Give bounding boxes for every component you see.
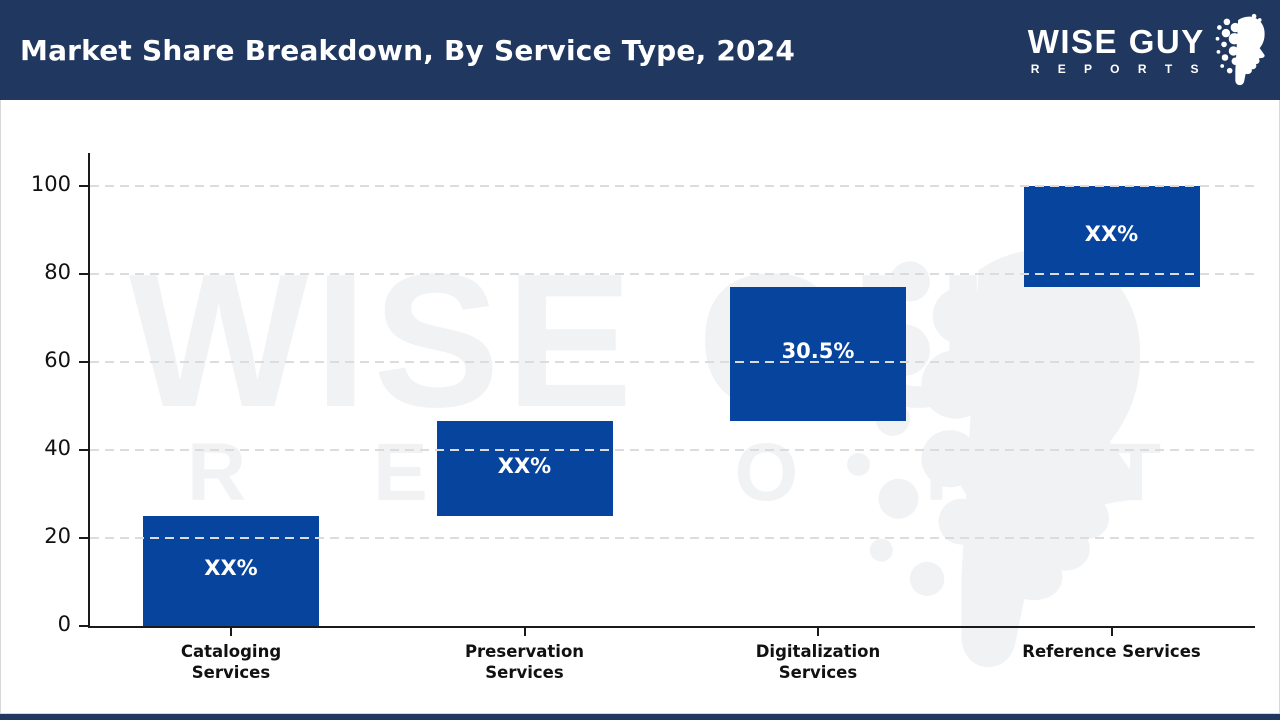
brand-name: WISE GUY xyxy=(1027,22,1205,60)
x-category-label-4: Reference Services xyxy=(982,641,1242,662)
x-category-label-1: Cataloging Services xyxy=(101,641,361,683)
gridline-100 xyxy=(90,185,1255,187)
x-category-label-line: Services xyxy=(191,663,271,682)
header: Market Share Breakdown, By Service Type,… xyxy=(0,0,1280,100)
bar-value-label-2: XX% xyxy=(497,453,552,478)
gridline-40 xyxy=(90,449,1255,451)
x-category-label-line: Cataloging xyxy=(180,642,282,661)
chart-canvas: WISE GU R E P O R T S 0 20 40 60 80 100 XX% Cat… xyxy=(0,100,1280,714)
x-category-label-line: Services xyxy=(485,663,564,682)
y-tick-label-100: 100 xyxy=(30,172,71,196)
gridline-80 xyxy=(90,273,1255,275)
x-tick-3 xyxy=(817,628,819,636)
y-tick-20 xyxy=(79,537,88,539)
y-tick-80 xyxy=(79,273,88,275)
brand-logo: WISE GUY R E P O R T S xyxy=(1028,11,1270,89)
y-tick-label-20: 20 xyxy=(44,524,71,548)
x-category-label-line: Digitalization xyxy=(755,642,881,661)
x-category-label-3: Digitalization Services xyxy=(688,641,948,683)
footer-bar xyxy=(0,714,1280,720)
y-tick-60 xyxy=(79,361,88,363)
x-tick-1 xyxy=(230,628,232,636)
wiseguy-head-icon xyxy=(1215,13,1265,86)
y-tick-label-40: 40 xyxy=(44,436,71,460)
bar-4 xyxy=(1023,186,1200,288)
x-category-label-line: Services xyxy=(778,663,858,682)
y-tick-40 xyxy=(79,449,88,451)
x-tick-4 xyxy=(1110,628,1113,636)
x-axis xyxy=(88,626,1255,628)
plot-area: 0 20 40 60 80 100 XX% Cataloging Services XX% Pres… xyxy=(1,100,1279,713)
y-tick-label-0: 0 xyxy=(57,612,71,636)
y-tick-label-60: 60 xyxy=(44,348,71,372)
bar-value-label-3: 30.5% xyxy=(781,339,855,364)
gridline-20 xyxy=(90,537,1255,539)
page-title: Market Share Breakdown, By Service Type,… xyxy=(20,33,796,67)
bar-3 xyxy=(730,287,906,422)
x-category-label-line: Preservation xyxy=(464,642,585,661)
y-tick-100 xyxy=(79,185,88,187)
bar-value-label-4: XX% xyxy=(1084,221,1139,246)
gridline-60 xyxy=(90,361,1255,363)
y-tick-0 xyxy=(79,625,88,627)
y-tick-label-80: 80 xyxy=(44,260,71,284)
x-category-label-line: Reference Services xyxy=(1022,642,1201,661)
brand-subtitle: R E P O R T S xyxy=(1030,61,1206,76)
y-axis xyxy=(88,153,90,628)
brand-text: WISE GUY R E P O R T S xyxy=(1027,22,1206,76)
bar-1 xyxy=(143,516,319,626)
bar-2 xyxy=(436,421,613,516)
x-tick-2 xyxy=(523,628,526,636)
bar-value-label-1: XX% xyxy=(204,556,258,580)
x-category-label-2: Preservation Services xyxy=(395,641,655,683)
